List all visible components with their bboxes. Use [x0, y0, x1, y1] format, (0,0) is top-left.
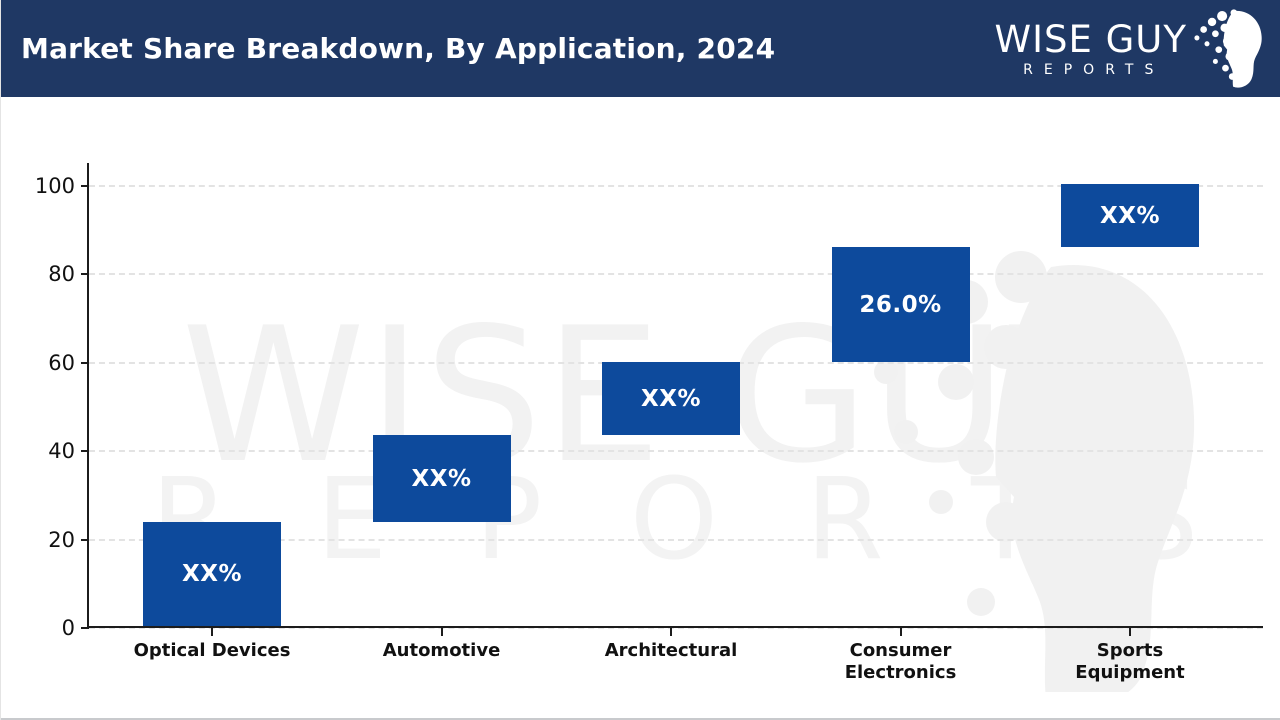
bottom-edge-line [1, 718, 1280, 720]
gridline-40 [89, 450, 1263, 453]
x-axis-label-3: Architectural [604, 640, 738, 661]
y-tick-label: 0 [61, 616, 75, 640]
y-tick-label: 100 [34, 174, 75, 198]
bar-label: XX% [640, 385, 701, 412]
x-tick-mark [670, 628, 672, 636]
x-axis-label-5: Sports Equipment [1075, 640, 1185, 683]
x-tick-mark [1129, 628, 1131, 636]
bar-label: XX% [1099, 202, 1160, 229]
wiseguy-logo: WISE GUY REPORTS [995, 6, 1267, 90]
gridline-20 [89, 538, 1263, 541]
y-axis-line [87, 163, 89, 628]
x-axis-label-1: Optical Devices [133, 640, 291, 661]
y-tick-label: 20 [48, 527, 75, 552]
gridline-0 [89, 627, 1263, 629]
y-tick-mark [81, 450, 89, 453]
header: Market Share Breakdown, By Application, … [1, 0, 1280, 97]
bar-label: XX% [411, 465, 472, 492]
logo-wordmark: WISE GUY REPORTS [995, 18, 1187, 78]
y-tick-label: 80 [48, 262, 75, 287]
logo-face-icon [1194, 9, 1262, 88]
watermark-face [874, 251, 1195, 692]
y-tick-label: 60 [48, 350, 75, 375]
bar-label: XX% [181, 560, 242, 587]
gridline-80 [89, 273, 1263, 276]
logo-subtitle-text: REPORTS [1023, 62, 1165, 78]
bar-architectural: XX% [602, 362, 740, 436]
y-tick-mark [81, 273, 89, 276]
page-title: Market Share Breakdown, By Application, … [21, 32, 776, 65]
y-tick-mark [81, 627, 89, 629]
x-tick-mark [440, 628, 443, 636]
waterfall-chart: WISE GUY R E P O R T S 0 20 40 60 80 100 XX% Op… [1, 97, 1280, 718]
x-axis-label-4: Consumer Electronics [844, 640, 957, 683]
y-tick-mark [81, 538, 89, 541]
y-tick-mark [81, 185, 89, 187]
x-axis-label-2: Automotive [382, 640, 501, 661]
bar-automotive: XX% [372, 435, 511, 522]
bar-label: 26.0% [859, 291, 942, 318]
x-tick-mark [211, 628, 213, 636]
x-axis-line [89, 626, 1263, 628]
x-tick-mark [899, 628, 902, 636]
bar-consumer-electronics: 26.0% [831, 247, 970, 363]
logo-title-text: WISE GUY [994, 18, 1187, 61]
gridline-100 [89, 185, 1263, 187]
bar-sports-equipment: XX% [1061, 184, 1199, 248]
y-tick-mark [81, 361, 89, 364]
bar-optical-devices: XX% [143, 521, 281, 626]
y-tick-label: 40 [48, 439, 75, 464]
